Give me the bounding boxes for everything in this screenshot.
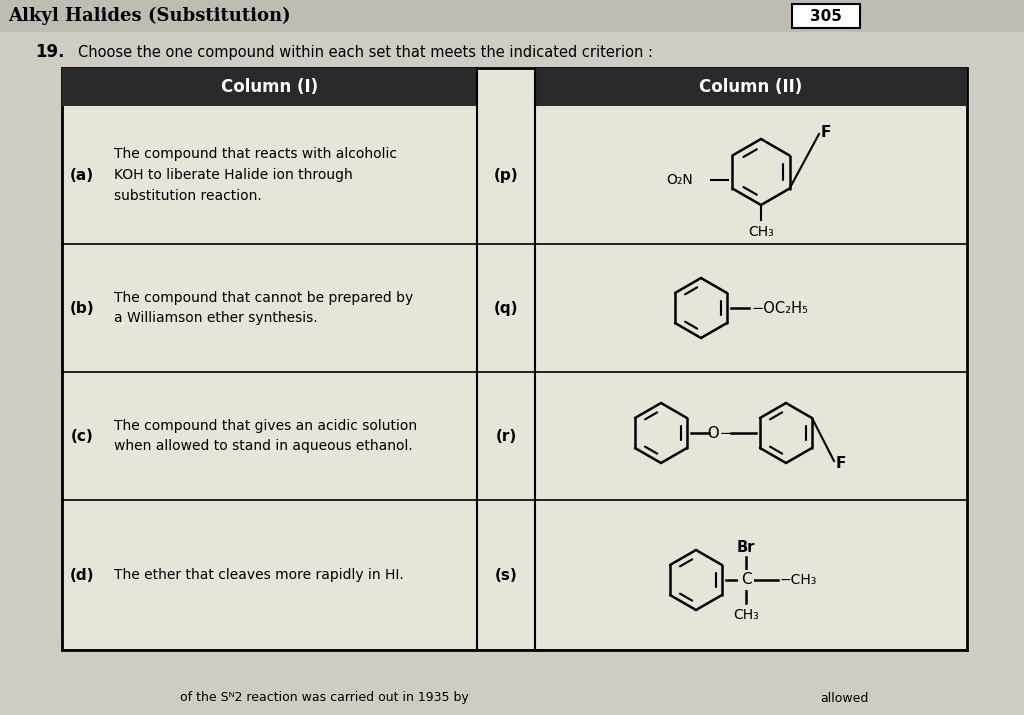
Text: (q): (q) (494, 300, 518, 315)
Text: CH₃: CH₃ (749, 225, 774, 239)
Text: of the Sᴺ2 reaction was carried out in 1935 by: of the Sᴺ2 reaction was carried out in 1… (180, 691, 469, 704)
Bar (792, 4, 860, 28)
Text: Column (II): Column (II) (699, 78, 803, 96)
Text: The ether that cleaves more rapidly in HI.: The ether that cleaves more rapidly in H… (114, 568, 403, 582)
Text: The compound that cannot be prepared by
a Williamson ether synthesis.: The compound that cannot be prepared by … (114, 291, 414, 325)
Text: CH₃: CH₃ (733, 608, 759, 622)
Text: (p): (p) (494, 167, 518, 182)
Text: −CH₃: −CH₃ (780, 573, 817, 587)
Text: C: C (740, 573, 752, 588)
Text: (d): (d) (70, 568, 94, 583)
Text: 305: 305 (810, 9, 842, 24)
Text: The compound that gives an acidic solution
when allowed to stand in aqueous etha: The compound that gives an acidic soluti… (114, 419, 417, 453)
Text: (b): (b) (70, 300, 94, 315)
Text: allowed: allowed (820, 691, 868, 704)
Text: The compound that reacts with alcoholic
KOH to liberate Halide ion through
subst: The compound that reacts with alcoholic … (114, 147, 397, 202)
Bar (62, 68, 967, 650)
Text: O₂N: O₂N (666, 173, 693, 187)
Bar (535, 68, 967, 106)
Text: 19.: 19. (35, 43, 65, 61)
Text: Choose the one compound within each set that meets the indicated criterion :: Choose the one compound within each set … (78, 44, 653, 59)
Text: Alkyl Halides (Substitution): Alkyl Halides (Substitution) (8, 7, 291, 25)
Text: −O−: −O− (695, 425, 733, 440)
Text: (s): (s) (495, 568, 517, 583)
Text: (a): (a) (70, 167, 94, 182)
Text: (r): (r) (496, 428, 517, 443)
Bar (62, 68, 477, 106)
Text: Br: Br (737, 540, 755, 555)
Text: F: F (821, 124, 831, 139)
Text: (c): (c) (71, 428, 93, 443)
Text: Column (I): Column (I) (221, 78, 318, 96)
Text: −OC₂H₅: −OC₂H₅ (751, 300, 808, 315)
Bar (0, 0, 1024, 32)
Text: F: F (836, 455, 847, 470)
